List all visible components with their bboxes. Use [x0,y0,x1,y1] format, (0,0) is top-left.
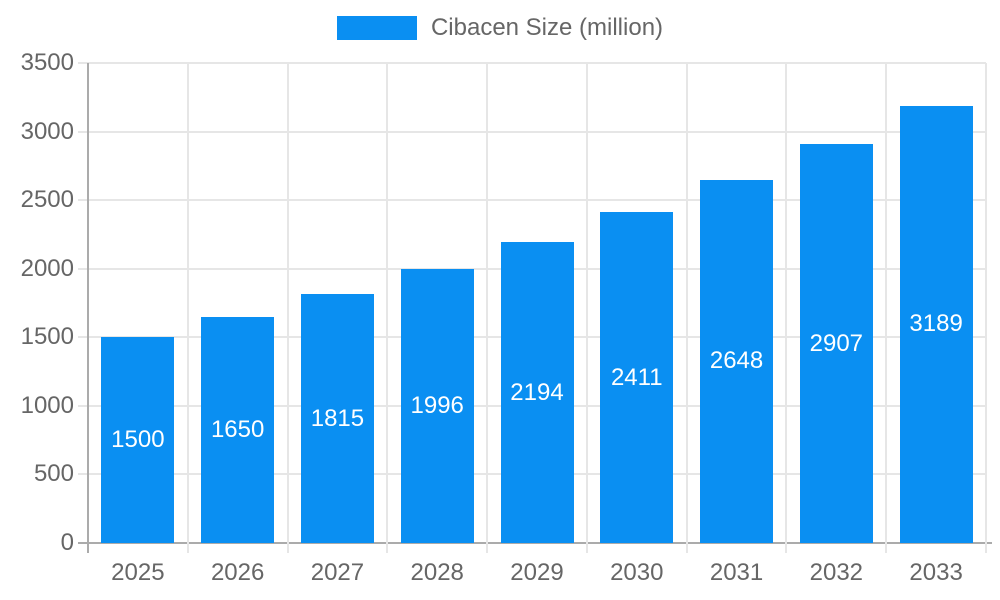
bar-value-label: 1500 [111,426,165,454]
gridline-h [88,62,986,64]
y-axis-label: 1500 [20,323,74,351]
bar-value-label: 2907 [809,329,864,357]
y-tick [78,62,88,64]
x-tick [386,543,389,553]
chart-legend[interactable]: Cibacen Size (million) [0,14,1000,42]
bar[interactable]: 1996 [400,269,474,543]
bar-value-label: 2194 [510,378,564,406]
x-axis-label: 2026 [210,559,265,586]
y-axis-label: 0 [60,529,74,556]
x-tick [186,543,189,553]
gridline-v [186,63,189,543]
y-axis-label: 1000 [20,391,74,419]
x-axis-label: 2030 [610,559,664,586]
y-axis-label: 3500 [20,49,74,76]
bar[interactable]: 3189 [899,105,973,543]
x-tick [885,543,888,553]
bar[interactable]: 2411 [600,212,674,543]
y-tick [78,336,88,339]
y-axis-label: 2500 [20,186,74,214]
bar[interactable]: 2194 [500,242,574,543]
bar[interactable]: 2907 [799,144,873,543]
y-tick [78,130,88,133]
y-tick [78,404,88,407]
y-axis-label: 3000 [20,117,74,145]
gridline-v [386,63,389,543]
x-axis-label: 2027 [310,559,365,586]
gridline-v [286,63,289,543]
y-axis-label: 500 [33,460,74,488]
bar-value-label: 1650 [210,415,265,443]
bar[interactable]: 1815 [300,294,374,543]
x-axis-label: 2031 [709,559,764,586]
x-axis-line [78,542,992,544]
bar-value-label: 2648 [709,347,764,375]
x-axis-label: 2028 [410,559,464,586]
x-tick [486,543,489,553]
y-axis-label: 2000 [20,254,74,282]
legend-swatch [336,16,417,40]
x-axis-label: 2032 [809,559,864,586]
gridline-h [88,130,986,133]
y-tick [78,199,88,202]
gridline-v [985,63,987,543]
x-tick [685,543,688,553]
gridline-v [486,63,489,543]
bar-value-label: 1996 [410,392,464,420]
bar[interactable]: 2648 [700,179,774,543]
gridline-h [88,199,986,202]
x-tick [585,543,588,553]
x-axis-label: 2033 [909,559,963,586]
bar-value-label: 2411 [610,363,663,391]
bar[interactable]: 1500 [101,337,175,543]
bar[interactable]: 1650 [201,316,275,543]
y-tick [78,267,88,270]
x-tick [785,543,788,553]
gridline-v [885,63,888,543]
gridline-v [785,63,788,543]
y-axis-line [87,63,89,553]
legend-label: Cibacen Size (million) [430,14,664,41]
bar-value-label: 3189 [909,310,963,338]
x-tick [286,543,289,553]
y-tick [78,473,88,476]
x-axis-label: 2025 [111,559,165,586]
x-tick [985,543,987,553]
x-axis-label: 2029 [510,559,564,586]
gridline-v [585,63,588,543]
bar-value-label: 1815 [310,404,365,432]
gridline-v [685,63,688,543]
